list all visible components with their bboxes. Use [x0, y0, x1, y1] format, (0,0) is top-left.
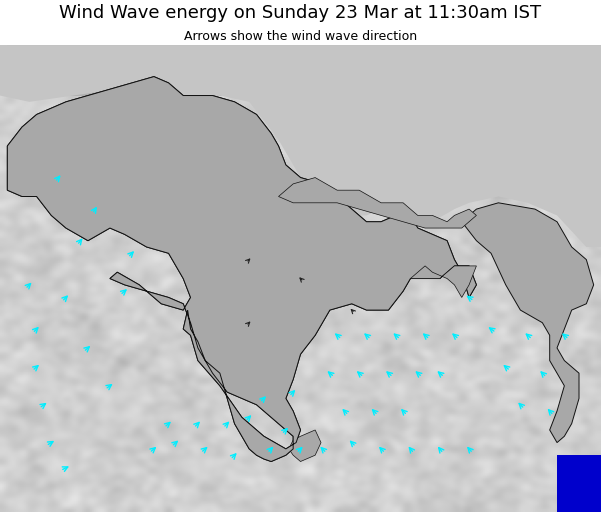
Polygon shape	[0, 45, 601, 247]
Polygon shape	[7, 77, 477, 461]
Text: Wind Wave energy on Sunday 23 Mar at 11:30am IST: Wind Wave energy on Sunday 23 Mar at 11:…	[59, 4, 542, 22]
Polygon shape	[462, 203, 594, 442]
Polygon shape	[7, 45, 601, 96]
Polygon shape	[288, 430, 321, 461]
Polygon shape	[557, 455, 601, 512]
Polygon shape	[278, 178, 477, 228]
Polygon shape	[410, 266, 477, 297]
Text: Arrows show the wind wave direction: Arrows show the wind wave direction	[184, 30, 417, 42]
Polygon shape	[7, 77, 477, 461]
